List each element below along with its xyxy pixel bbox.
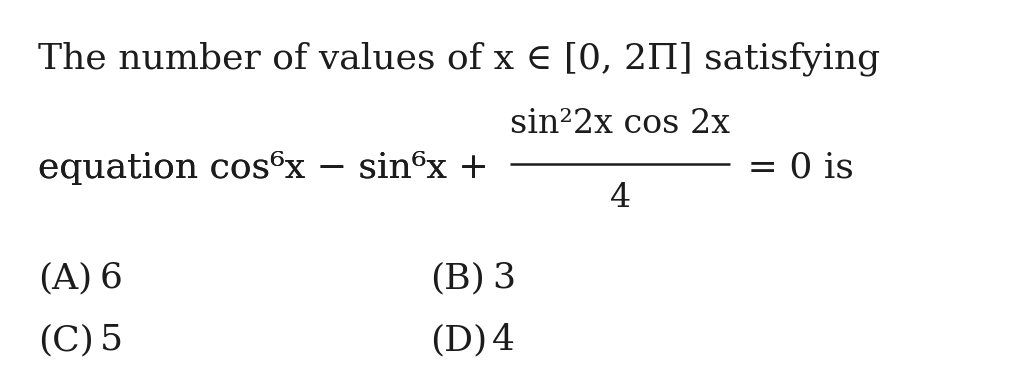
Text: 4: 4 [609, 182, 631, 214]
Text: equation cos⁶x − sin⁶x +: equation cos⁶x − sin⁶x + [38, 151, 501, 185]
Text: 3: 3 [492, 261, 515, 295]
Text: 6: 6 [100, 261, 123, 295]
Text: (C): (C) [38, 323, 94, 357]
Text: = 0 is: = 0 is [736, 151, 854, 185]
Text: (A): (A) [38, 261, 92, 295]
Text: sin²2x cos 2x: sin²2x cos 2x [510, 108, 730, 140]
Text: The number of values of x ∈ [0, 2Π] satisfying: The number of values of x ∈ [0, 2Π] sati… [38, 42, 880, 76]
Text: (B): (B) [430, 261, 485, 295]
Text: 4: 4 [492, 323, 515, 357]
Text: 5: 5 [100, 323, 123, 357]
Text: (D): (D) [430, 323, 487, 357]
Text: equation cos⁶x − sin⁶x +: equation cos⁶x − sin⁶x + [38, 151, 501, 185]
